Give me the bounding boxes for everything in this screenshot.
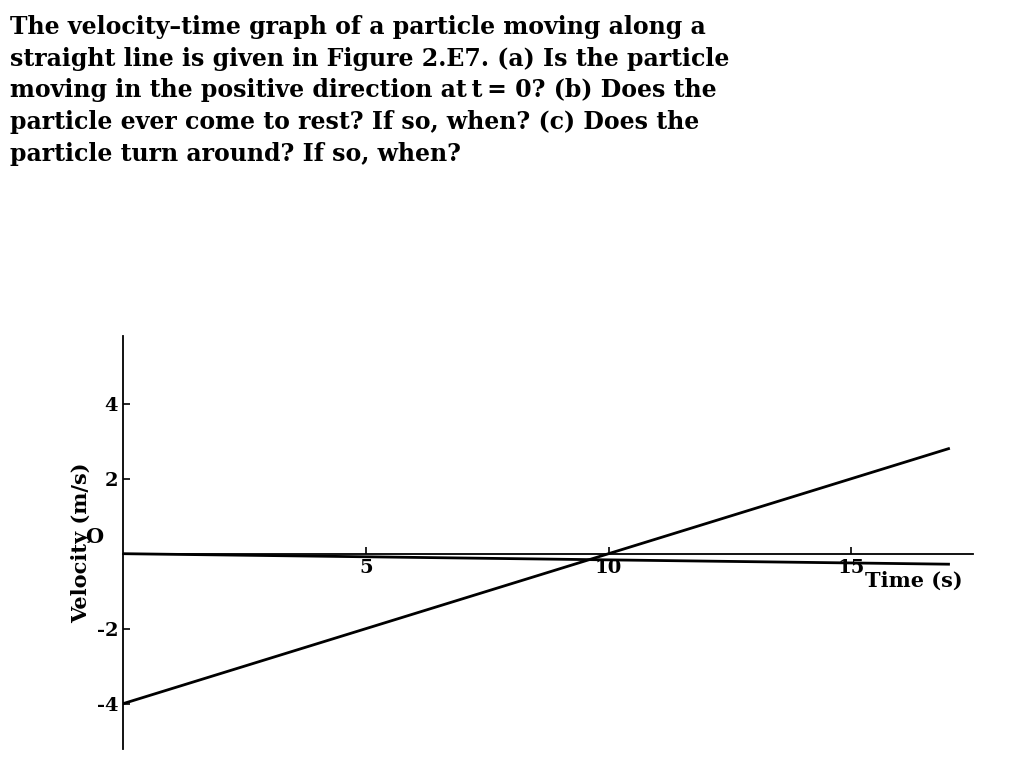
Text: O: O — [85, 527, 103, 547]
Text: The velocity–time graph of a particle moving along a
straight line is given in F: The velocity–time graph of a particle mo… — [10, 15, 730, 166]
Text: Time (s): Time (s) — [865, 571, 964, 591]
Y-axis label: Velocity (m/s): Velocity (m/s) — [71, 462, 91, 623]
